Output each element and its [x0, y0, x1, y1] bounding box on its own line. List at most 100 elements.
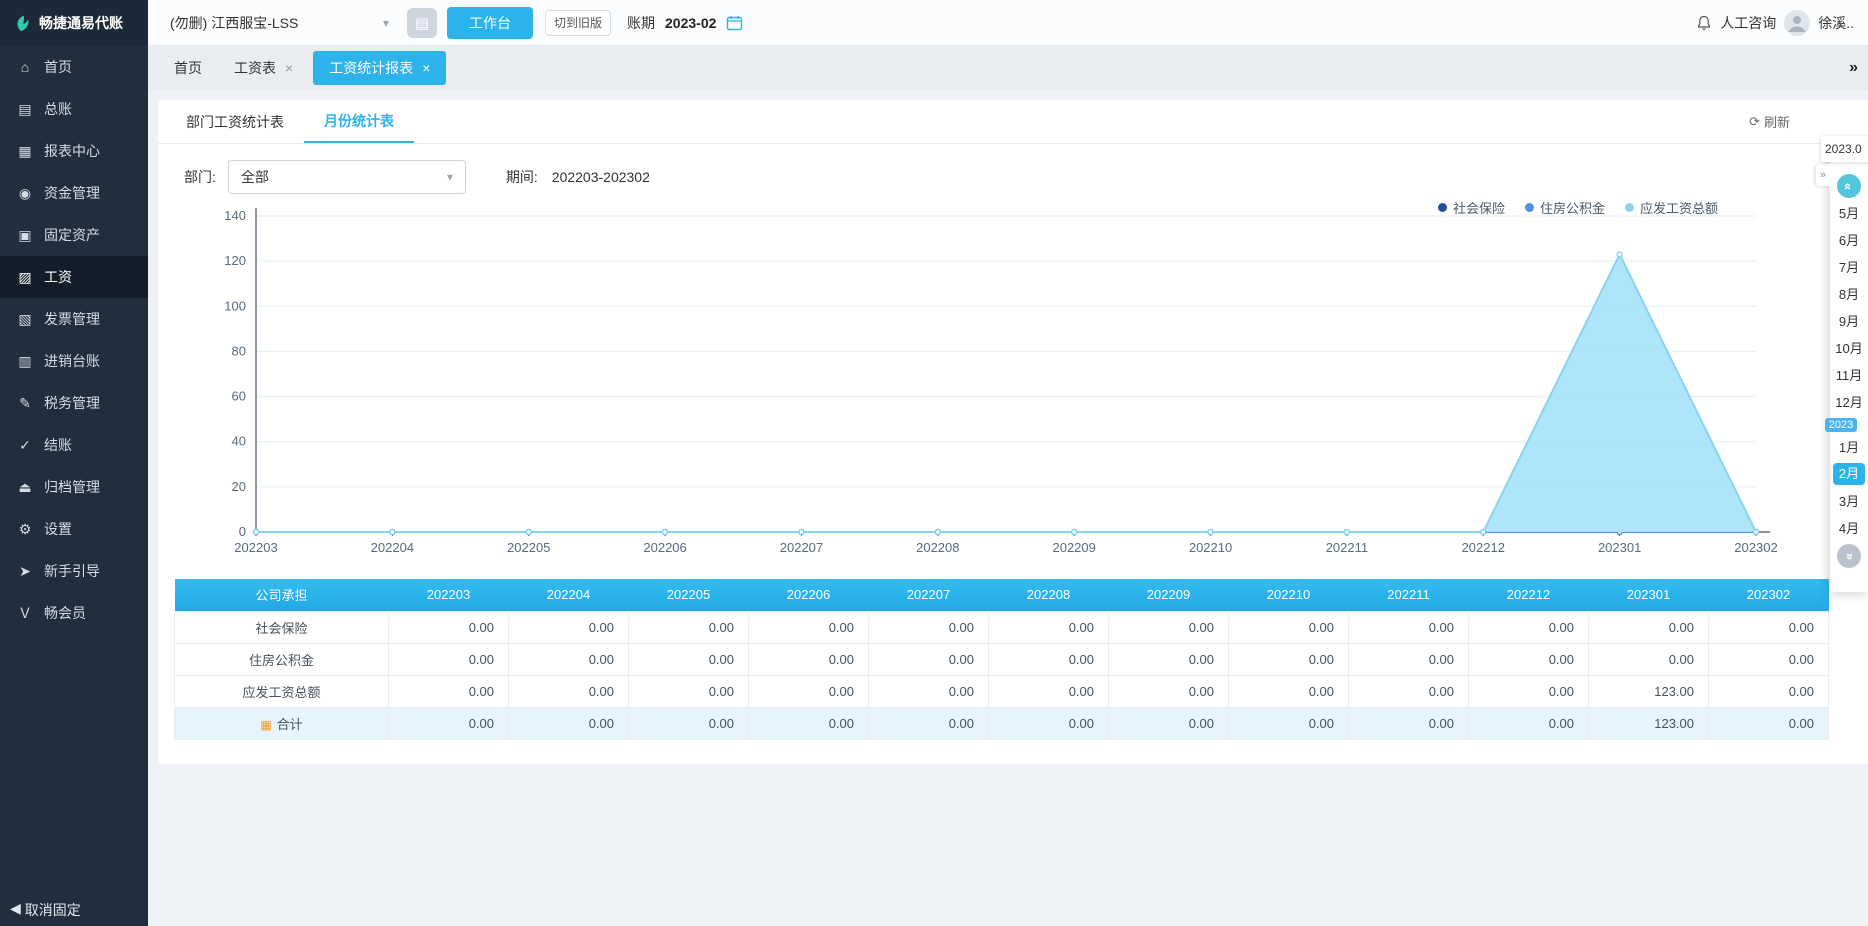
- company-select[interactable]: (勿删) 江西服宝-LSS ▾: [162, 7, 397, 39]
- workbench-button[interactable]: 工作台: [447, 6, 533, 39]
- sidebar-item-purchase-sales-ledger[interactable]: ▥ 进销台账: [0, 340, 148, 382]
- month-item[interactable]: 3月: [1838, 494, 1860, 509]
- table-row: 社会保险 0.00 0.00 0.00 0.00 0.00 0.00 0.00 0.00 0.00…: [174, 610, 1829, 644]
- month-item[interactable]: 5月: [1838, 206, 1860, 221]
- archive-management-icon: ⏏: [18, 478, 32, 495]
- sidebar-item-closing[interactable]: ✓ 结账: [0, 424, 148, 466]
- table-header-cell: 202212: [1468, 579, 1589, 611]
- month-item[interactable]: 11月: [1835, 368, 1863, 383]
- legend-item[interactable]: 住房公积金: [1524, 198, 1605, 217]
- tab-month-report[interactable]: 月份统计表: [304, 100, 414, 143]
- value-cell: 0.00: [508, 674, 629, 708]
- period-label: 账期: [627, 14, 656, 31]
- value-cell: 0.00: [628, 706, 749, 740]
- month-item[interactable]: 2月: [1833, 463, 1865, 485]
- sidebar-item-home[interactable]: ⌂ 首页: [0, 46, 148, 88]
- row-label: 住房公积金: [248, 652, 314, 668]
- month-panel-header: 2023.0: [1821, 136, 1868, 162]
- table-header-cell: 202210: [1228, 579, 1349, 611]
- svg-text:202205: 202205: [507, 540, 550, 555]
- value-cell: 0.00: [1108, 610, 1229, 644]
- sidebar-item-member[interactable]: Ｖ 畅会员: [0, 592, 148, 634]
- tab-overflow-icon[interactable]: »: [1849, 59, 1858, 76]
- memo-icon: ▤: [414, 14, 430, 32]
- legend-item[interactable]: 应发工资总额: [1624, 198, 1718, 217]
- month-item[interactable]: 9月: [1838, 314, 1860, 329]
- svg-text:202302: 202302: [1734, 540, 1777, 555]
- tab-bar: 首页 工资表 × 工资统计报表 × »: [148, 46, 1868, 90]
- sidebar-item-tax-management[interactable]: ✎ 税务管理: [0, 382, 148, 424]
- memo-icon-button[interactable]: ▤: [407, 7, 437, 38]
- legend-item[interactable]: 社会保险: [1437, 198, 1505, 217]
- old-version-button[interactable]: 切到旧版: [545, 9, 612, 36]
- row-label: 合计: [276, 716, 303, 732]
- open-tab-0[interactable]: 首页: [158, 46, 218, 90]
- user-name[interactable]: 徐溪..: [1818, 14, 1854, 31]
- sidebar: 畅捷通易代账 ⌂ 首页 ▤ 总账 ▦ 报表中心 ◉ 资金管理 ▣ 固定资产 ▨ 工资 ▧ 发票管理 ▥ 进销台…: [0, 0, 148, 926]
- month-item[interactable]: 10月: [1835, 341, 1863, 356]
- table-header-cell: 202211: [1348, 579, 1469, 611]
- value-cell: 0.00: [388, 674, 509, 708]
- calendar-icon[interactable]: [726, 15, 743, 31]
- sidebar-item-label: 发票管理: [44, 311, 100, 327]
- settings-icon: ⚙: [18, 520, 32, 537]
- app-title: 畅捷通易代账: [39, 15, 123, 31]
- svg-text:60: 60: [232, 389, 246, 404]
- value-cell: 0.00: [628, 674, 749, 708]
- dept-select[interactable]: 全部 ▾: [227, 160, 466, 194]
- range-label: 期间:: [505, 169, 538, 185]
- sidebar-item-archive-management[interactable]: ⏏ 归档管理: [0, 466, 148, 508]
- consult-link[interactable]: 人工咨询: [1720, 14, 1777, 31]
- legend-label: 应发工资总额: [1639, 201, 1718, 216]
- value-cell: 0.00: [508, 610, 629, 644]
- month-item[interactable]: 8月: [1838, 287, 1860, 302]
- value-cell: 0.00: [1108, 706, 1229, 740]
- month-item[interactable]: 4月: [1838, 521, 1860, 536]
- svg-text:40: 40: [232, 434, 246, 449]
- purchase-sales-ledger-icon: ▥: [18, 352, 32, 369]
- value-cell: 0.00: [508, 706, 629, 740]
- avatar[interactable]: [1784, 9, 1811, 36]
- refresh-button[interactable]: ⟳ 刷新: [1749, 100, 1790, 143]
- svg-text:0: 0: [239, 524, 246, 539]
- row-label: 应发工资总额: [242, 684, 321, 700]
- legend-dot-icon: [1437, 203, 1447, 212]
- scroll-up-button[interactable]: «: [1837, 174, 1861, 198]
- row-label-cell: 住房公积金: [174, 642, 389, 676]
- panel-collapse-handle[interactable]: »: [1816, 164, 1830, 186]
- sidebar-item-report-center[interactable]: ▦ 报表中心: [0, 130, 148, 172]
- svg-text:202204: 202204: [371, 540, 414, 555]
- bell-icon[interactable]: [1696, 15, 1712, 31]
- tab-department-report[interactable]: 部门工资统计表: [186, 113, 284, 130]
- value-cell: 0.00: [1588, 610, 1709, 644]
- sidebar-item-fund-management[interactable]: ◉ 资金管理: [0, 172, 148, 214]
- open-tab-1[interactable]: 工资表 ×: [218, 46, 309, 90]
- salary-table: 公司承担 202203 202204 202205 202206 202207 202208…: [174, 579, 1829, 740]
- table-header-cell: 202301: [1588, 579, 1709, 611]
- open-tab-2[interactable]: 工资统计报表 ×: [313, 51, 447, 85]
- sidebar-item-fixed-assets[interactable]: ▣ 固定资产: [0, 214, 148, 256]
- table-header-cell: 202302: [1708, 579, 1829, 611]
- sidebar-item-settings[interactable]: ⚙ 设置: [0, 508, 148, 550]
- period-value[interactable]: 2023-02: [665, 14, 717, 31]
- month-item[interactable]: 7月: [1838, 260, 1860, 275]
- month-item[interactable]: 12月: [1835, 395, 1863, 410]
- sidebar-item-invoice-management[interactable]: ▧ 发票管理: [0, 298, 148, 340]
- value-cell: 0.00: [388, 642, 509, 676]
- scroll-down-button[interactable]: «: [1837, 544, 1861, 568]
- sidebar-item-label: 总账: [44, 101, 72, 117]
- month-item[interactable]: 6月: [1838, 233, 1860, 248]
- value-cell: 0.00: [988, 706, 1109, 740]
- sidebar-item-beginner-guide[interactable]: ➤ 新手引导: [0, 550, 148, 592]
- svg-text:202210: 202210: [1189, 540, 1232, 555]
- sidebar-item-label: 固定资产: [44, 227, 100, 243]
- month-item[interactable]: 1月: [1838, 440, 1860, 455]
- svg-text:202207: 202207: [780, 540, 823, 555]
- close-tab-icon[interactable]: ×: [422, 60, 431, 76]
- table-header-row: 公司承担 202203 202204 202205 202206 202207 202208…: [174, 579, 1829, 611]
- unpin-sidebar-button[interactable]: ◀ 取消固定: [10, 900, 81, 920]
- sidebar-item-general-ledger[interactable]: ▤ 总账: [0, 88, 148, 130]
- close-tab-icon[interactable]: ×: [285, 60, 294, 76]
- sidebar-item-salary[interactable]: ▨ 工资: [0, 256, 148, 298]
